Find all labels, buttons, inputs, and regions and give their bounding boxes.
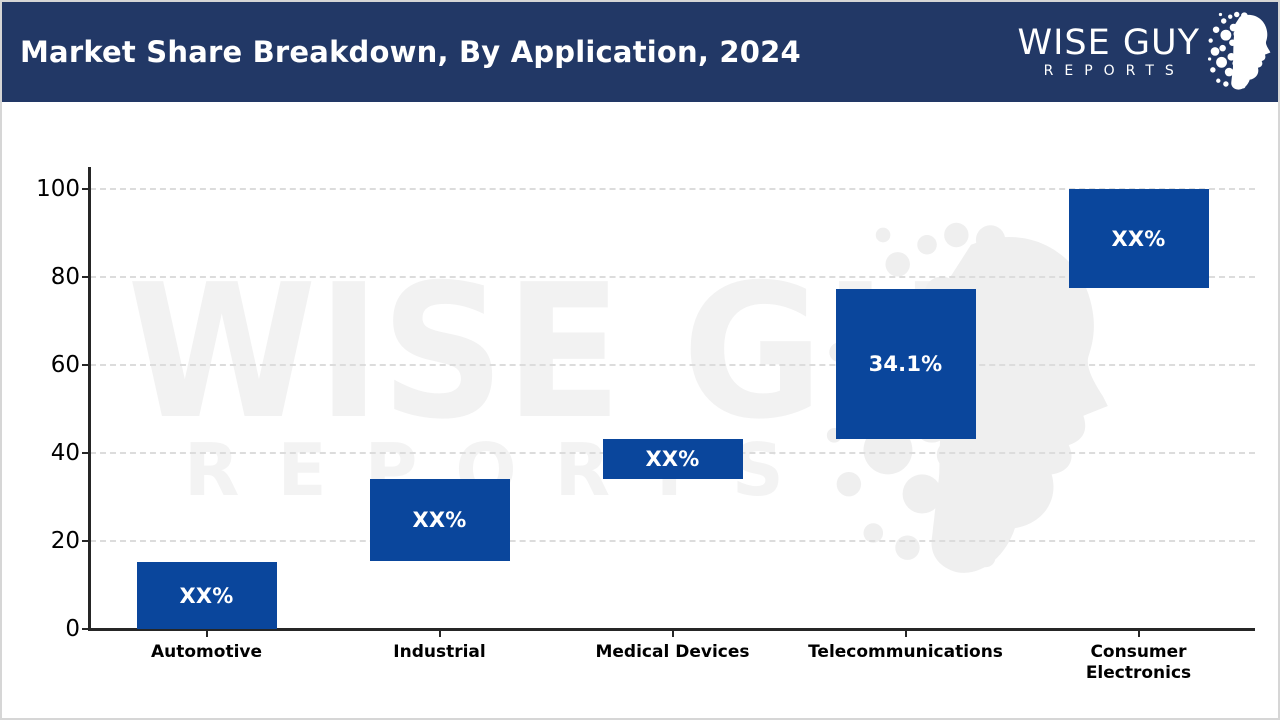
y-tick-label: 60 bbox=[50, 352, 80, 378]
x-tick-mark bbox=[205, 630, 208, 637]
bar-segment: XX% bbox=[136, 562, 277, 629]
y-tick-mark bbox=[82, 364, 90, 366]
bar-value-label: XX% bbox=[412, 508, 467, 533]
bar-value-label: 34.1% bbox=[868, 351, 943, 376]
x-tick-mark bbox=[671, 630, 674, 637]
bar-value-label: XX% bbox=[179, 583, 234, 608]
gridline-60 bbox=[90, 364, 1255, 366]
bar-segment: XX% bbox=[369, 479, 510, 561]
bar-value-label: XX% bbox=[1111, 226, 1166, 251]
gridline-80 bbox=[90, 276, 1255, 278]
y-tick-label: 80 bbox=[50, 264, 80, 290]
x-tick-mark bbox=[438, 630, 441, 637]
bar-segment: 34.1% bbox=[835, 288, 976, 439]
y-tick-mark bbox=[82, 540, 90, 542]
x-category-label: Automotive bbox=[150, 642, 263, 662]
x-axis-line bbox=[88, 628, 1255, 631]
brand-logo: WISE GUY REPORTS bbox=[1017, 6, 1278, 98]
y-tick-label: 100 bbox=[36, 176, 80, 202]
page-title: Market Share Breakdown, By Application, … bbox=[20, 35, 801, 69]
brand-head-icon bbox=[1207, 11, 1271, 90]
x-category-label: Medical Devices bbox=[595, 642, 750, 662]
bar-segment: XX% bbox=[1068, 189, 1209, 288]
gridline-100 bbox=[90, 188, 1255, 190]
bar-segment: XX% bbox=[602, 439, 743, 479]
brand-subname: REPORTS bbox=[1043, 62, 1185, 79]
x-category-label: Industrial bbox=[393, 642, 486, 662]
gridline-20 bbox=[90, 540, 1255, 542]
x-category-label: Telecommunications bbox=[808, 642, 1003, 662]
x-tick-mark bbox=[1137, 630, 1140, 637]
x-tick-mark bbox=[904, 630, 907, 637]
y-tick-label: 40 bbox=[50, 440, 80, 466]
brand-logo-text: WISE GUY REPORTS bbox=[1017, 25, 1200, 79]
y-tick-label: 20 bbox=[50, 528, 80, 554]
brand-name: WISE GUY bbox=[1017, 23, 1200, 64]
y-tick-mark bbox=[82, 188, 90, 190]
x-category-label: Consumer Electronics bbox=[1085, 642, 1192, 684]
y-tick-mark bbox=[82, 628, 90, 630]
y-tick-label: 0 bbox=[65, 616, 80, 642]
header-bar: Market Share Breakdown, By Application, … bbox=[2, 2, 1278, 102]
bar-value-label: XX% bbox=[645, 446, 700, 471]
y-tick-mark bbox=[82, 452, 90, 454]
y-axis-line bbox=[88, 167, 91, 631]
y-tick-mark bbox=[82, 276, 90, 278]
